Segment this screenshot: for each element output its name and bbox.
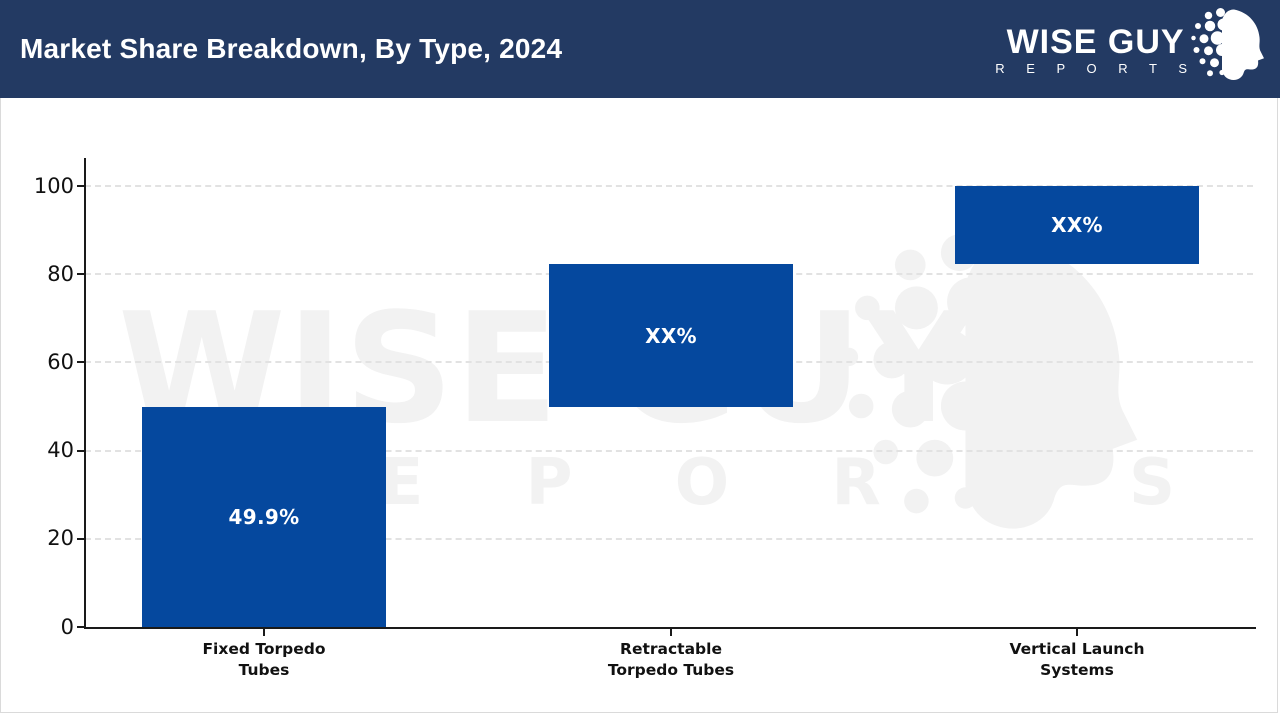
x-tick-1: [670, 629, 672, 636]
wise-guy-head-icon: [1191, 8, 1264, 80]
category-label-line: Torpedo Tubes: [607, 661, 735, 679]
y-tick-60: [77, 361, 84, 364]
y-tick-label-20: 20: [47, 526, 74, 551]
category-label: Fixed Torpedo Tubes: [104, 639, 424, 681]
bar-segment: 49.9%: [142, 406, 386, 627]
gridline-100: [85, 185, 1253, 187]
y-tick-80: [77, 273, 84, 276]
gridline-20: [85, 537, 1253, 540]
y-axis-line: [84, 158, 86, 628]
watermark-head-icon: [839, 234, 1138, 529]
y-tick-label-80: 80: [47, 261, 74, 286]
y-tick-100: [77, 185, 84, 187]
bar-segment: XX%: [549, 264, 793, 407]
y-tick-40: [77, 449, 84, 452]
y-tick-0: [77, 626, 84, 628]
category-label: Retractable Torpedo Tubes: [511, 639, 831, 681]
logo-subtitle: R E P O R T S: [995, 61, 1196, 76]
category-label-line: Tubes: [238, 661, 290, 679]
header-bar: Market Share Breakdown, By Type, 2024 WI…: [0, 0, 1280, 98]
category-label-line: Retractable: [620, 640, 722, 658]
category-label-line: Fixed Torpedo: [202, 640, 326, 658]
logo-wordmark: WISE GUY: [1006, 23, 1185, 61]
x-axis-line: [84, 627, 1256, 629]
x-tick-0: [263, 629, 265, 636]
category-label: Vertical Launch Systems: [917, 639, 1237, 681]
y-tick-label-0: 0: [60, 614, 74, 639]
wise-guy-logo: WISE GUY R E P O R T S: [995, 4, 1274, 96]
bar-value-label: XX%: [645, 323, 697, 348]
y-tick-label-40: 40: [47, 438, 74, 463]
y-tick-20: [77, 537, 84, 540]
category-label-line: Systems: [1040, 661, 1114, 679]
bar-value-label: XX%: [1051, 213, 1103, 238]
page-title: Market Share Breakdown, By Type, 2024: [20, 33, 563, 64]
bar-value-label: 49.9%: [228, 504, 300, 529]
y-tick-label-60: 60: [47, 349, 74, 374]
wise-guy-logo-text: WISE GUY R E P O R T S: [995, 24, 1196, 76]
y-tick-label-100: 100: [33, 173, 74, 198]
bar-segment: XX%: [955, 186, 1199, 265]
category-label-line: Vertical Launch: [1009, 640, 1145, 658]
gridline-40: [85, 449, 1253, 452]
x-tick-2: [1076, 629, 1078, 636]
